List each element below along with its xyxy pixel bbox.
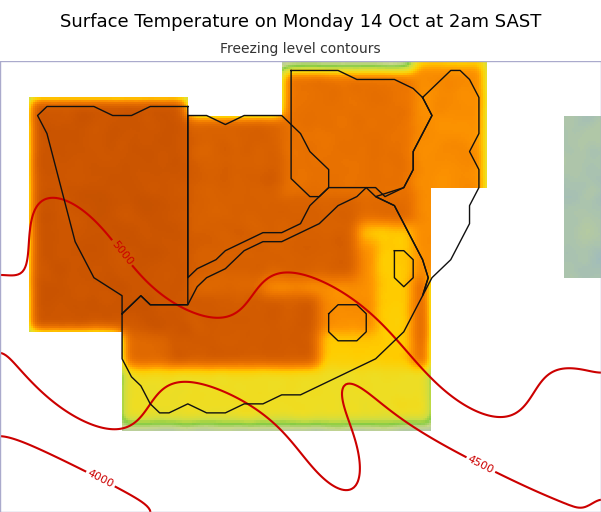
Text: 5000: 5000	[109, 239, 135, 267]
Text: Surface Temperature on Monday 14 Oct at 2am SAST: Surface Temperature on Monday 14 Oct at …	[60, 12, 541, 31]
Text: 4500: 4500	[466, 454, 496, 476]
Text: 4000: 4000	[86, 468, 115, 490]
Text: Freezing level contours: Freezing level contours	[220, 42, 381, 56]
